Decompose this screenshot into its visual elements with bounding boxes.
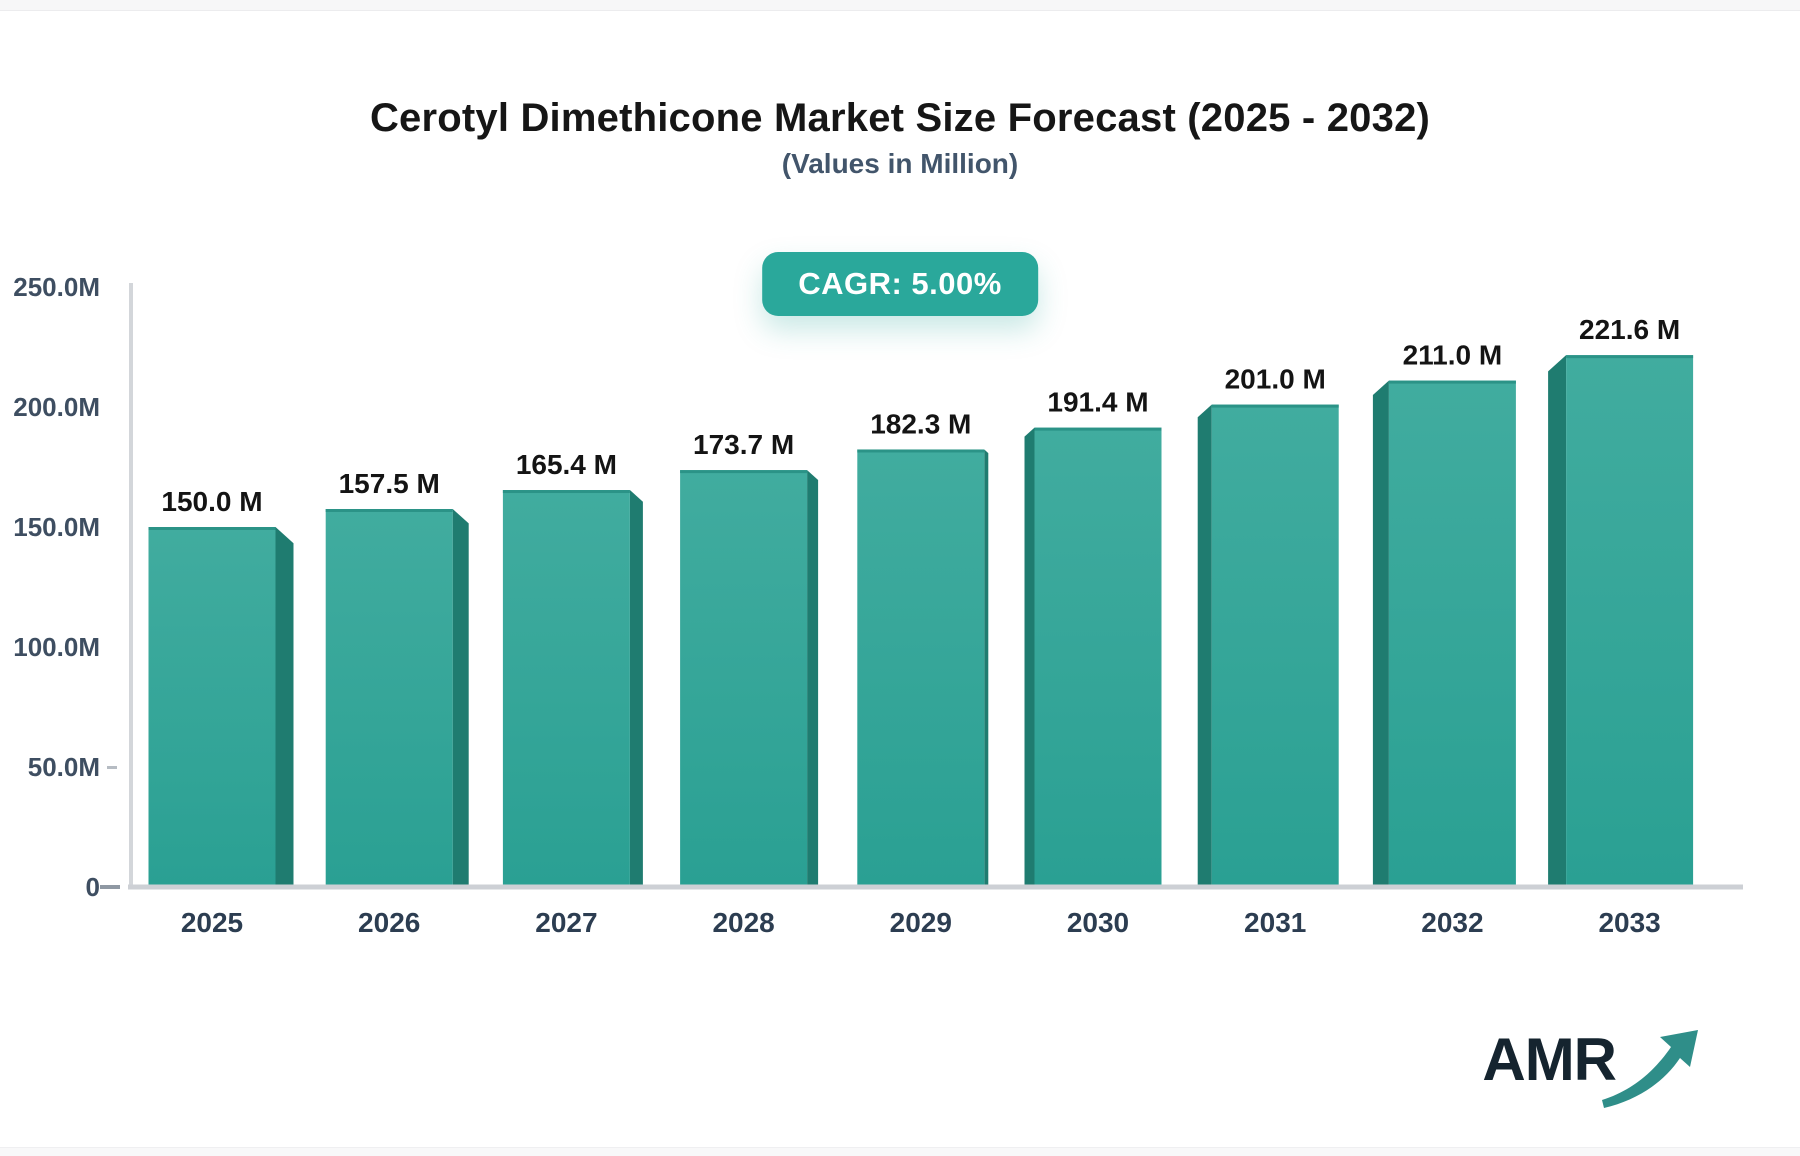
bar-2029[interactable]: 182.3 M	[857, 408, 989, 887]
y-tick-label-200: 200.0M	[13, 392, 100, 422]
bar-top-edge	[1388, 380, 1516, 384]
bar-2031[interactable]: 201.0 M	[1197, 364, 1339, 887]
bar-side-face	[452, 509, 469, 887]
bar-side-face	[984, 449, 989, 887]
bar-side-face	[1024, 427, 1035, 887]
x-axis-line	[128, 884, 1743, 890]
bar-2026[interactable]: 157.5 M	[325, 468, 469, 887]
bar-front-face	[680, 470, 808, 887]
cagr-badge: CAGR: 5.00%	[762, 252, 1038, 316]
x-axis-label-2033: 2033	[1598, 907, 1660, 938]
bar-value-label: 211.0 M	[1403, 340, 1503, 371]
bar-side-face	[275, 527, 294, 887]
bar-value-label: 191.4 M	[1047, 387, 1148, 418]
bar-2027[interactable]: 165.4 M	[502, 449, 643, 887]
x-axis-label-2028: 2028	[712, 907, 774, 938]
bar-side-face	[1372, 380, 1389, 887]
bar-2033[interactable]: 221.6 M	[1548, 314, 1694, 887]
bar-top-edge	[325, 509, 453, 512]
bottom-edge-strip	[0, 1147, 1800, 1156]
chart-subtitle: (Values in Million)	[781, 148, 1019, 179]
y-tick-label-50: 50.0M	[28, 752, 100, 782]
y-tick-mark-50	[107, 766, 117, 769]
bar-top-edge	[148, 527, 276, 530]
bar-side-face	[1197, 404, 1212, 887]
growth-arrow-icon	[1602, 1030, 1698, 1108]
bar-front-face	[148, 527, 276, 887]
bar-2030[interactable]: 191.4 M	[1024, 387, 1162, 887]
chart-title: Cerotyl Dimethicone Market Size Forecast…	[369, 96, 1431, 140]
bar-value-label: 150.0 M	[161, 486, 262, 517]
bar-front-face	[502, 490, 630, 887]
bar-value-label: 182.3 M	[870, 408, 971, 439]
amr-logo-text: AMR	[1482, 1026, 1617, 1093]
bar-front-face	[325, 509, 453, 887]
bar-side-face	[807, 470, 819, 887]
y-tick-mark-0	[100, 885, 120, 889]
bar-value-label: 221.6 M	[1579, 314, 1680, 345]
bar-top-edge	[1034, 427, 1162, 431]
bar-top-edge	[857, 449, 985, 453]
bar-2025[interactable]: 150.0 M	[148, 486, 294, 887]
x-axis-label-2029: 2029	[890, 907, 952, 938]
bar-front-face	[1388, 380, 1516, 887]
bar-side-face	[629, 490, 643, 887]
bar-value-label: 157.5 M	[339, 468, 440, 499]
bar-top-edge	[680, 470, 808, 474]
y-tick-label-100: 100.0M	[13, 632, 100, 662]
bar-front-face	[1211, 404, 1339, 887]
bar-top-edge	[502, 490, 630, 494]
y-tick-label-150: 150.0M	[13, 512, 100, 542]
bar-front-face	[1566, 355, 1694, 887]
y-tick-label-250: 250.0M	[13, 272, 100, 302]
amr-logo: AMR	[1482, 1030, 1722, 1116]
bar-front-face	[857, 449, 985, 887]
x-axis-label-2026: 2026	[358, 907, 420, 938]
top-edge-strip	[0, 0, 1800, 11]
bar-front-face	[1034, 427, 1162, 887]
x-axis-label-2025: 2025	[181, 907, 243, 938]
bar-value-label: 201.0 M	[1225, 364, 1326, 395]
bar-value-label: 173.7 M	[693, 429, 794, 460]
bar-2028[interactable]: 173.7 M	[680, 429, 819, 887]
bar-side-face	[1548, 355, 1567, 887]
x-axis-label-2027: 2027	[535, 907, 597, 938]
y-axis-line	[129, 283, 133, 887]
bar-value-label: 165.4 M	[516, 449, 617, 480]
bar-2032[interactable]: 211.0 M	[1372, 340, 1516, 887]
x-axis-label-2031: 2031	[1244, 907, 1306, 938]
x-axis-label-2030: 2030	[1067, 907, 1129, 938]
y-tick-label-0: 0	[86, 872, 100, 902]
bar-top-edge	[1566, 355, 1694, 359]
x-axis-label-2032: 2032	[1421, 907, 1483, 938]
bar-top-edge	[1211, 404, 1339, 408]
